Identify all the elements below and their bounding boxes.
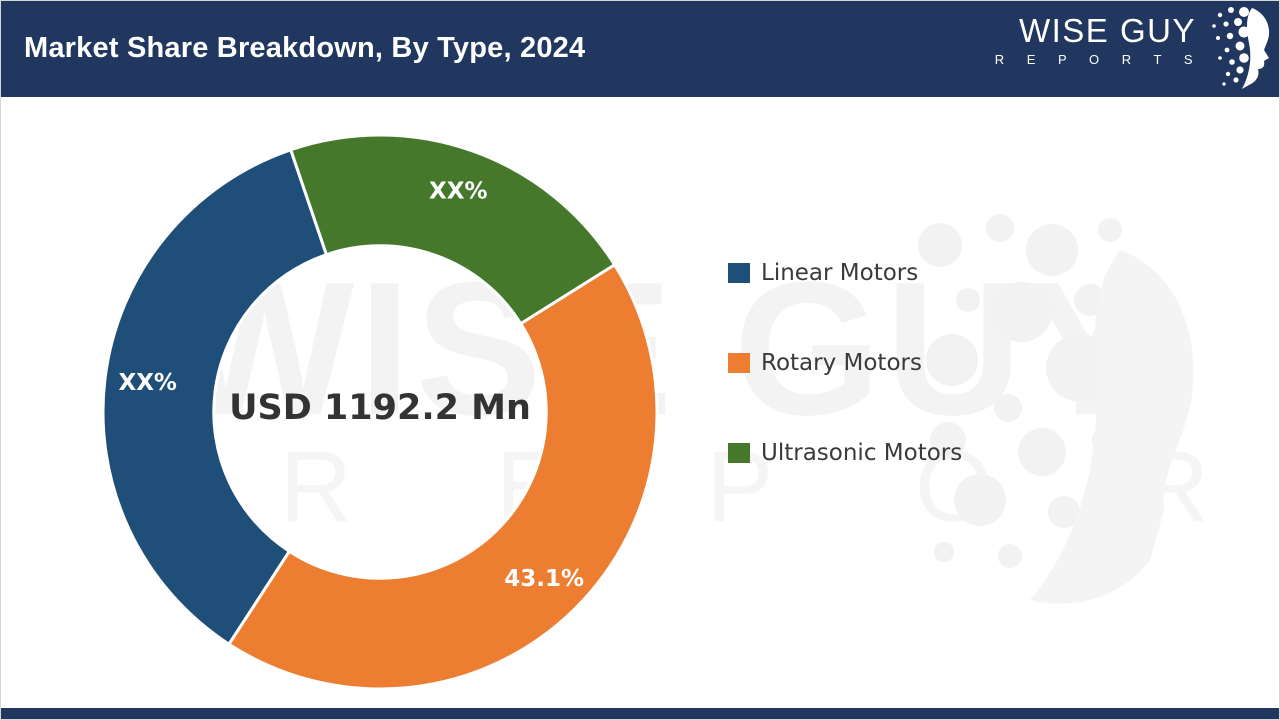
- slice-label-linear-motors: XX%: [118, 370, 177, 396]
- face-dots-icon: [1212, 7, 1270, 89]
- legend-item-rotary-motors: Rotary Motors: [728, 350, 962, 376]
- slice-label-ultrasonic-motors: XX%: [429, 178, 488, 204]
- legend-swatch-linear-motors: [728, 263, 750, 283]
- legend-label: Rotary Motors: [761, 350, 922, 376]
- wiseguy-logo: WISE GUY R E P O R T S: [995, 14, 1196, 66]
- legend-item-ultrasonic-motors: Ultrasonic Motors: [728, 440, 962, 466]
- logo-wordmark: WISE GUY: [1018, 12, 1196, 49]
- legend-label: Ultrasonic Motors: [761, 440, 963, 466]
- footer-bar: [0, 708, 1280, 720]
- legend: Linear Motors Rotary Motors Ultrasonic M…: [728, 260, 962, 466]
- donut-segment-ultrasonic-motors: [289, 133, 617, 326]
- page-title: Market Share Breakdown, By Type, 2024: [24, 32, 586, 64]
- donut-segment-linear-motors: [101, 148, 328, 646]
- header-bar: Market Share Breakdown, By Type, 2024 WI…: [0, 0, 1280, 97]
- watermark-wordmark: WISE GUY: [175, 243, 1158, 455]
- legend-swatch-ultrasonic-motors: [728, 443, 750, 463]
- legend-label: Linear Motors: [761, 260, 919, 286]
- legend-swatch-rotary-motors: [728, 353, 750, 373]
- donut-segment-rotary-motors: [227, 263, 659, 691]
- logo-reports-label: R E P O R T S: [994, 52, 1202, 67]
- slice-label-rotary-motors: 43.1%: [504, 566, 584, 592]
- center-value: USD 1192.2 Mn: [229, 388, 531, 428]
- legend-item-linear-motors: Linear Motors: [728, 260, 962, 286]
